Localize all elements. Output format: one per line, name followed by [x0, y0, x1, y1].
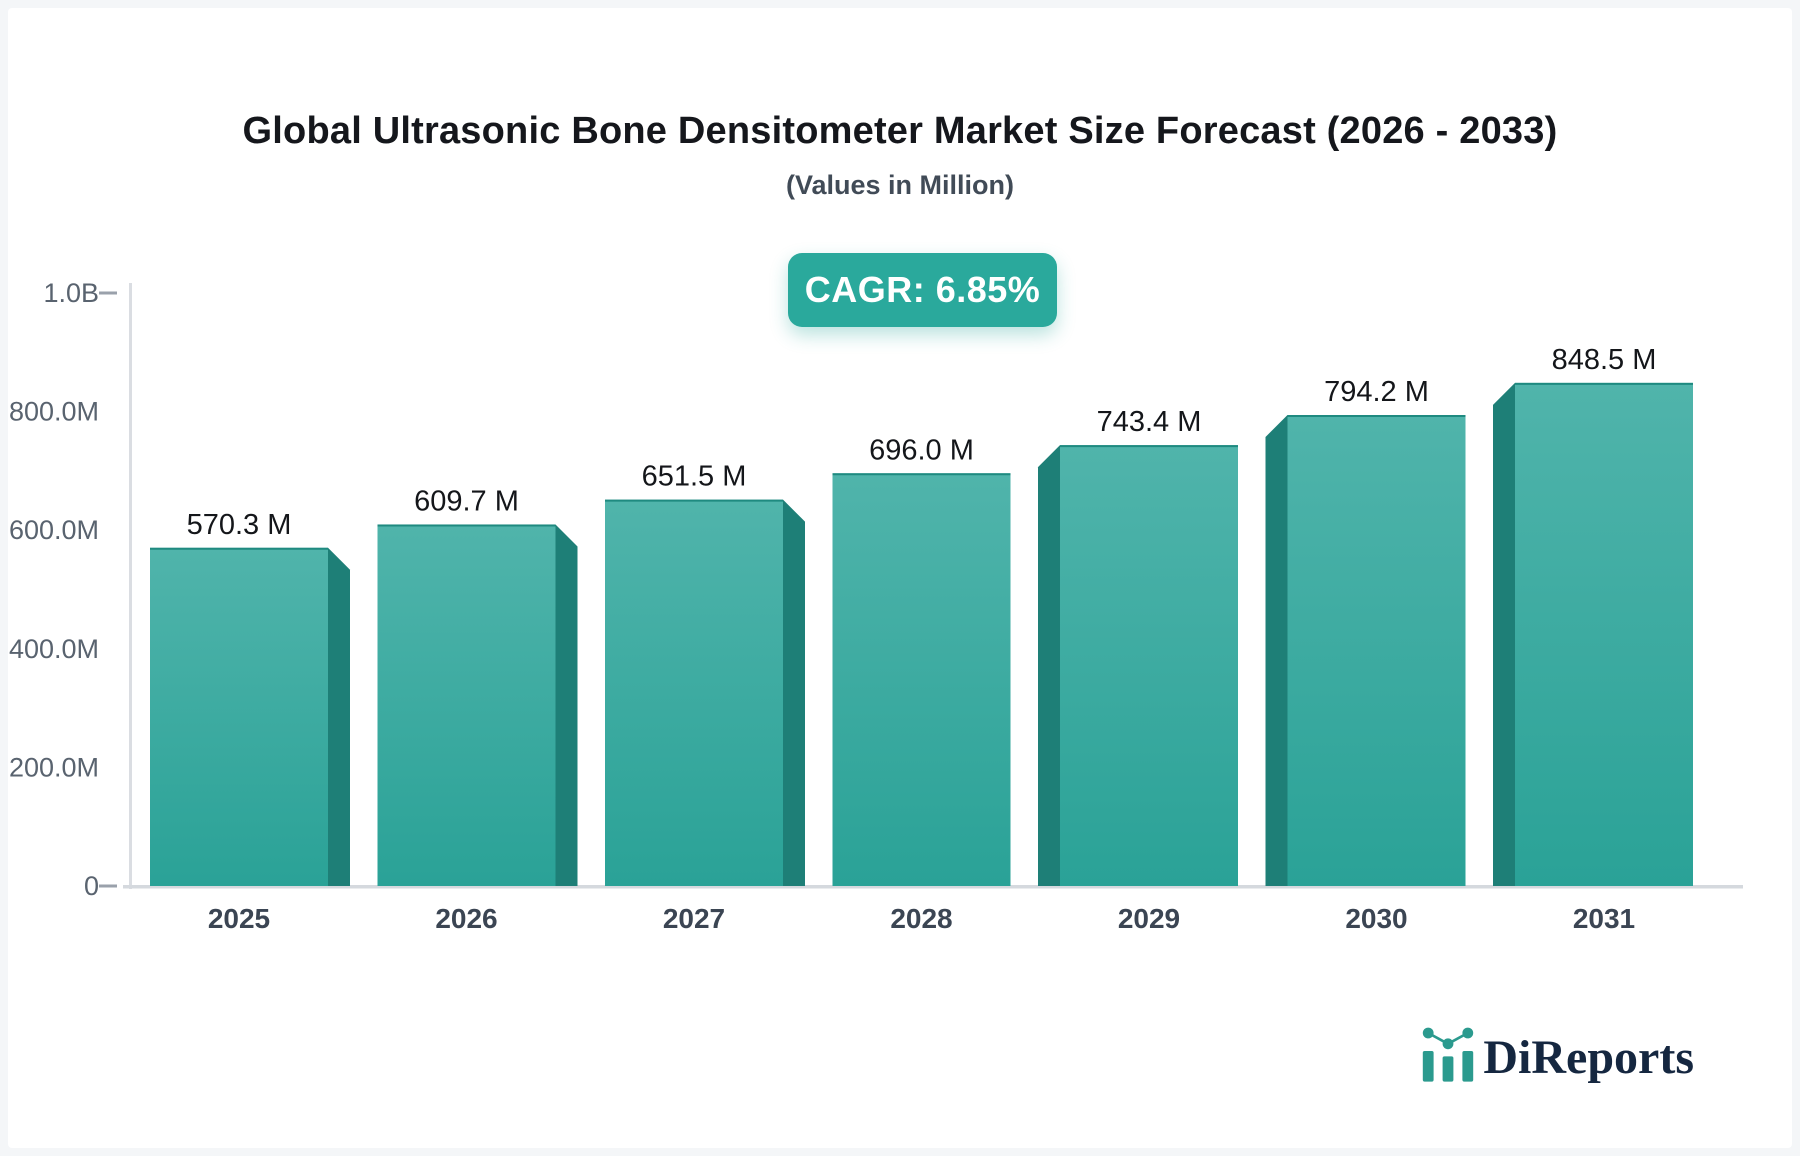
bar-side-2025	[328, 547, 350, 886]
value-label-2025: 570.3 M	[187, 509, 292, 541]
x-axis-line	[123, 885, 1743, 889]
bar-side-2030	[1265, 415, 1288, 886]
value-label-2031: 848.5 M	[1552, 344, 1657, 376]
bar-2029	[1060, 445, 1238, 886]
logo-text: DiReports	[1483, 1031, 1694, 1084]
value-label-2028: 696.0 M	[869, 434, 974, 466]
y-tick-label-0: 0	[84, 871, 99, 901]
year-label-2029: 2029	[1118, 903, 1180, 934]
y-tick-label-400.0M: 400.0M	[9, 634, 99, 664]
year-label-2025: 2025	[208, 903, 270, 934]
y-axis-line	[129, 283, 132, 889]
value-label-2026: 609.7 M	[414, 485, 519, 517]
bar-2026	[377, 524, 556, 886]
value-label-2029: 743.4 M	[1097, 406, 1202, 438]
y-tick-dash-1.0B	[99, 291, 117, 295]
bar-2030	[1287, 415, 1466, 886]
bar-side-2026	[555, 524, 578, 886]
bar-side-2027	[783, 499, 805, 886]
year-label-2026: 2026	[435, 903, 497, 934]
year-label-2030: 2030	[1345, 903, 1407, 934]
y-tick-label-600.0M: 600.0M	[9, 515, 99, 545]
year-label-2028: 2028	[890, 903, 952, 934]
bar-side-2029	[1038, 445, 1060, 886]
logo-chart-icon	[1423, 1027, 1474, 1082]
cagr-badge: CAGR: 6.85%	[788, 253, 1057, 327]
page-title: Global Ultrasonic Bone Densitometer Mark…	[242, 110, 1558, 152]
bar-2025	[150, 547, 328, 886]
year-label-2031: 2031	[1573, 903, 1635, 934]
bar-2027	[605, 499, 783, 886]
page-subtitle: (Values in Million)	[785, 170, 1015, 200]
y-tick-label-1.0B: 1.0B	[43, 278, 99, 308]
y-tick-label-800.0M: 800.0M	[9, 397, 99, 427]
y-tick-dash-0	[99, 884, 117, 888]
year-label-2027: 2027	[663, 903, 725, 934]
cagr-badge-label: CAGR: 6.85%	[804, 269, 1041, 310]
value-label-2030: 794.2 M	[1324, 376, 1429, 408]
direports-logo: DiReports	[1421, 1020, 1694, 1082]
bar-2031	[1515, 382, 1693, 886]
bar-2028	[832, 473, 1011, 886]
value-label-2027: 651.5 M	[642, 461, 747, 493]
bar-side-2031	[1493, 382, 1515, 886]
y-tick-label-200.0M: 200.0M	[9, 752, 99, 782]
